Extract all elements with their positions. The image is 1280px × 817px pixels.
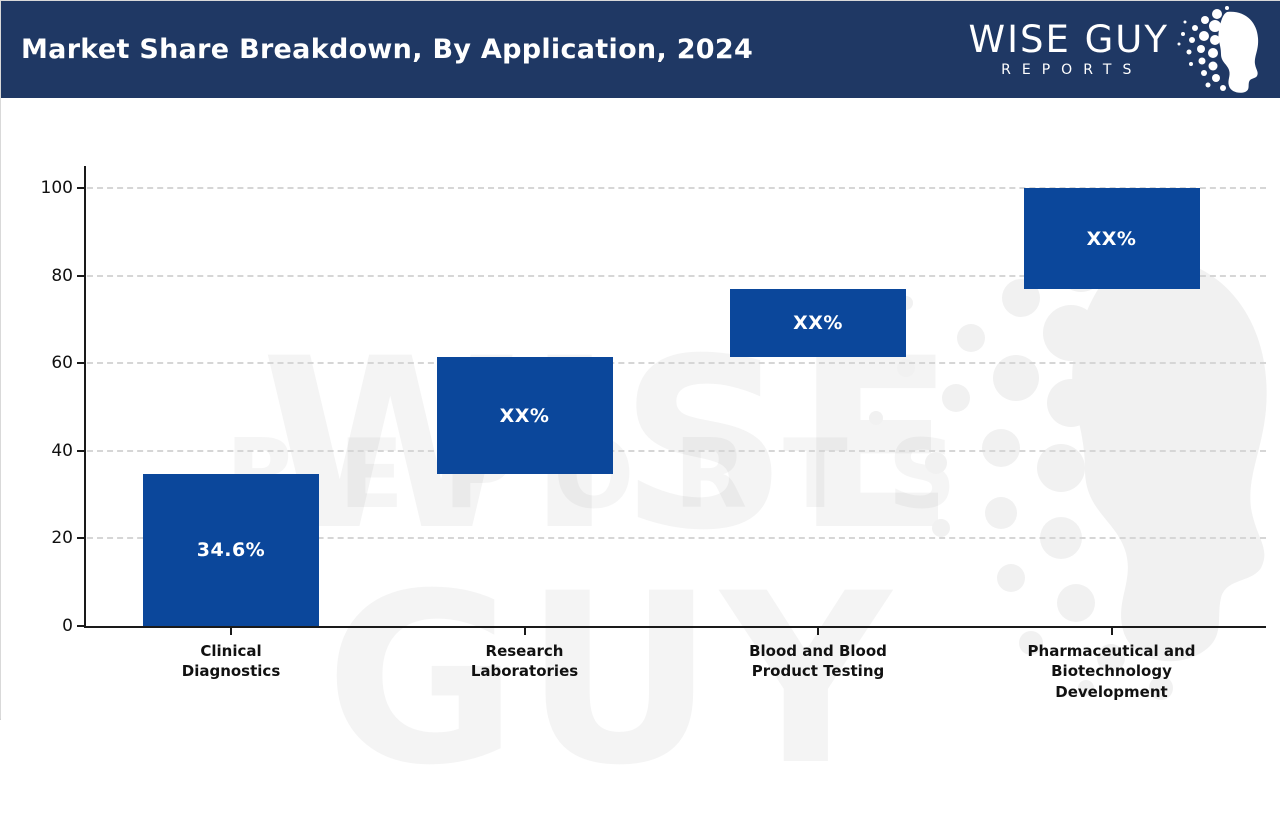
y-tick-label: 0 bbox=[62, 616, 73, 636]
gridline bbox=[87, 449, 1266, 452]
y-tick-label: 80 bbox=[51, 265, 73, 286]
gridline bbox=[87, 187, 1266, 189]
bar: XX% bbox=[1023, 188, 1200, 290]
bar-value-label: 34.6% bbox=[196, 539, 266, 562]
bar-value-label: XX% bbox=[793, 311, 843, 334]
gridline bbox=[87, 274, 1266, 277]
y-tick-label: 40 bbox=[51, 440, 73, 461]
header: Market Share Breakdown, By Application, … bbox=[1, 1, 1280, 98]
x-axis-label: Blood and Blood Product Testing bbox=[749, 642, 887, 681]
x-tick bbox=[817, 628, 819, 635]
bar: XX% bbox=[730, 289, 906, 357]
y-tick-label: 20 bbox=[51, 528, 73, 549]
x-tick bbox=[230, 628, 232, 635]
x-axis-label: Research Laboratories bbox=[470, 642, 579, 681]
y-tick-label: 60 bbox=[51, 353, 73, 374]
x-axis bbox=[84, 626, 1266, 628]
x-axis-label: Clinical Diagnostics bbox=[181, 642, 281, 681]
y-tick bbox=[77, 449, 86, 452]
bar: 34.6% bbox=[143, 474, 319, 626]
y-tick bbox=[77, 274, 86, 277]
bar: XX% bbox=[436, 356, 613, 475]
x-axis-label: Pharmaceutical and Biotechnology Developme… bbox=[1027, 642, 1196, 701]
page-title: Market Share Breakdown, By Application, … bbox=[21, 34, 754, 65]
y-tick bbox=[77, 187, 86, 189]
bar-value-label: XX% bbox=[499, 404, 550, 427]
gridline bbox=[87, 537, 1266, 540]
logo-wordmark: WISE GUY bbox=[968, 18, 1169, 61]
y-tick bbox=[77, 537, 86, 540]
x-tick bbox=[1110, 628, 1113, 635]
y-tick bbox=[77, 625, 86, 627]
gridline bbox=[87, 362, 1266, 365]
y-tick bbox=[77, 362, 86, 365]
logo-head-dots-icon bbox=[1177, 5, 1259, 93]
bar-value-label: XX% bbox=[1086, 227, 1137, 250]
logo-subtext: REPORTS bbox=[1001, 62, 1143, 78]
report-frame: Market Share Breakdown, By Application, … bbox=[0, 0, 1280, 798]
logo-text: WISE GUY REPORTS bbox=[969, 21, 1169, 78]
y-tick-label: 100 bbox=[40, 178, 73, 198]
x-tick bbox=[523, 628, 526, 635]
y-axis bbox=[84, 166, 86, 626]
wise-guy-logo: WISE GUY REPORTS bbox=[969, 5, 1263, 94]
chart-area: WISE GUY REPORTS 02040608010034.6%Clinic… bbox=[1, 98, 1280, 798]
